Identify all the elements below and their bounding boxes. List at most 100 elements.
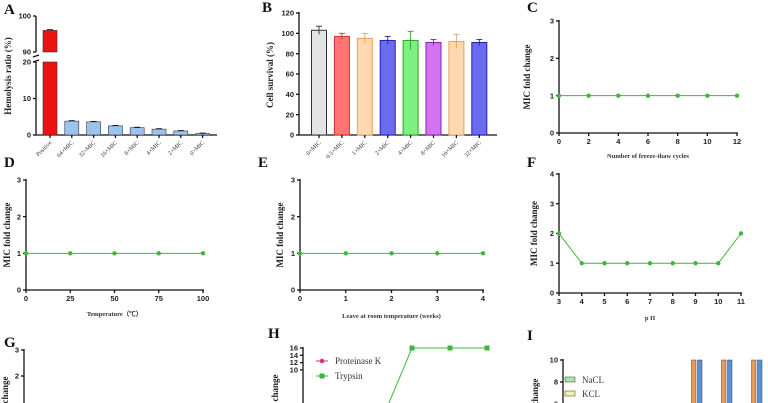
data-point-F xyxy=(693,261,698,266)
data-point-trypsin xyxy=(484,345,490,351)
y-tick-label-C: 0 xyxy=(550,129,554,138)
y-tick-label-A: 100 xyxy=(18,12,31,21)
x-category-label-A: 4×MIC xyxy=(146,140,163,157)
y-tick-label-H: 12 xyxy=(290,358,298,367)
y-tick-label-B: 60 xyxy=(286,70,294,79)
y-tick-label-D: 3 xyxy=(17,176,21,185)
data-point-F xyxy=(647,261,653,266)
y-tick-label-F: 3 xyxy=(550,199,554,208)
data-point-trypsin xyxy=(447,345,453,351)
data-point-trypsin xyxy=(409,345,415,351)
bar-A xyxy=(151,128,167,136)
y-axis-label-I: change xyxy=(530,378,540,403)
x-tick-label-C: 8 xyxy=(676,137,680,146)
bar-B xyxy=(333,35,350,136)
x-tick-label-E: 4 xyxy=(481,294,486,303)
bar-A xyxy=(173,130,189,136)
x-tick-label-D: 50 xyxy=(110,294,118,303)
x-tick-label-F: 4 xyxy=(580,297,585,306)
legend-marker-circle xyxy=(319,358,325,364)
panel-label-G: G xyxy=(4,335,16,351)
y-tick-label-A: 10 xyxy=(23,94,31,103)
data-point-E xyxy=(389,251,394,256)
x-category-label-B: 16×MIC xyxy=(441,140,460,159)
y-tick-label-G: 3 xyxy=(15,346,19,355)
x-tick-label-C: 6 xyxy=(646,137,650,146)
data-point-E xyxy=(343,251,348,256)
data-point-C xyxy=(645,93,651,98)
y-tick-label-B: 40 xyxy=(286,90,294,99)
x-axis-label-D: Temperature（℃） xyxy=(87,310,143,318)
y-tick-label-F: 0 xyxy=(550,289,554,298)
bar-A xyxy=(108,125,123,136)
x-tick-label-F: 5 xyxy=(602,297,606,306)
bar-A xyxy=(64,120,80,136)
legend-label-1: Trypsin xyxy=(335,371,363,381)
bar-I xyxy=(757,359,763,403)
x-category-label-B: 2×MIC xyxy=(374,140,391,157)
series-line-F xyxy=(558,233,742,264)
data-point-C xyxy=(586,93,591,98)
y-tick-label-D: 2 xyxy=(17,212,21,221)
x-tick-label-F: 3 xyxy=(557,297,561,306)
panel-label-C: C xyxy=(527,0,538,16)
y-tick-label-D: 0 xyxy=(17,286,21,295)
y-axis-label-E: MIC fold change xyxy=(275,202,285,267)
x-tick-label-C: 10 xyxy=(703,137,711,146)
bar-A xyxy=(195,133,210,136)
x-axis-label-C: Number of freeze-thaw cycles xyxy=(607,153,689,160)
data-point-E xyxy=(435,251,440,256)
x-axis-label-E: Leave at room temperature (weeks) xyxy=(342,313,441,320)
x-tick-label-F: 7 xyxy=(648,297,652,306)
y-tick-label-C: 1 xyxy=(550,91,554,100)
y-tick-label-E: 2 xyxy=(291,212,295,221)
x-category-label-A: 8×MIC xyxy=(124,140,141,157)
x-tick-label-F: 8 xyxy=(671,297,675,306)
bar-A xyxy=(86,121,101,136)
bar-I xyxy=(721,359,727,403)
bar-B xyxy=(425,41,442,136)
y-tick-label-B: 20 xyxy=(286,110,294,119)
data-point-D xyxy=(68,251,73,256)
bar-B xyxy=(402,39,419,136)
bar-B xyxy=(448,40,465,136)
y-tick-label-E: 1 xyxy=(291,249,295,258)
x-category-label-B: 4×MIC xyxy=(397,140,414,157)
data-point-F xyxy=(556,231,562,236)
y-axis-label-B: Cell survival (%) xyxy=(265,42,275,108)
x-tick-label-F: 6 xyxy=(625,297,629,306)
y-tick-label-B: 100 xyxy=(281,29,294,38)
legend-label-1: KCL xyxy=(582,389,600,399)
y-tick-label-F: 4 xyxy=(550,170,555,179)
x-tick-label-C: 2 xyxy=(587,137,591,146)
y-tick-label-E: 3 xyxy=(291,176,295,185)
data-point-C xyxy=(705,93,710,98)
x-tick-label-D: 100 xyxy=(197,294,210,303)
y-axis-label-A: Hemolysis ratio (%) xyxy=(3,37,13,114)
data-point-F xyxy=(625,261,630,266)
bar-I xyxy=(727,359,733,403)
bar-A xyxy=(42,61,58,136)
y-tick-label-A: 90 xyxy=(23,48,31,57)
bar-I xyxy=(691,359,697,403)
bar-A xyxy=(42,30,58,53)
x-category-label-B: 0.5×MIC xyxy=(325,140,345,160)
x-tick-label-C: 12 xyxy=(733,137,741,146)
y-tick-label-I: 10 xyxy=(550,356,558,365)
y-tick-label-A: 0 xyxy=(27,131,31,140)
data-point-F xyxy=(602,261,607,266)
bar-I xyxy=(751,359,757,403)
data-point-E xyxy=(480,251,486,256)
y-tick-label-C: 3 xyxy=(550,17,554,26)
panel-label-A: A xyxy=(4,2,15,18)
x-category-label-A: 64×MIC xyxy=(56,140,75,159)
x-tick-label-F: 9 xyxy=(693,297,697,306)
x-tick-label-E: 0 xyxy=(298,294,302,303)
x-tick-label-F: 10 xyxy=(714,297,722,306)
x-tick-label-D: 75 xyxy=(155,294,163,303)
bar-B xyxy=(356,37,373,136)
x-axis-label-F: p H xyxy=(645,315,655,322)
panel-label-H: H xyxy=(268,326,280,342)
y-tick-label-H: 10 xyxy=(290,366,298,375)
x-tick-label-C: 4 xyxy=(616,137,621,146)
